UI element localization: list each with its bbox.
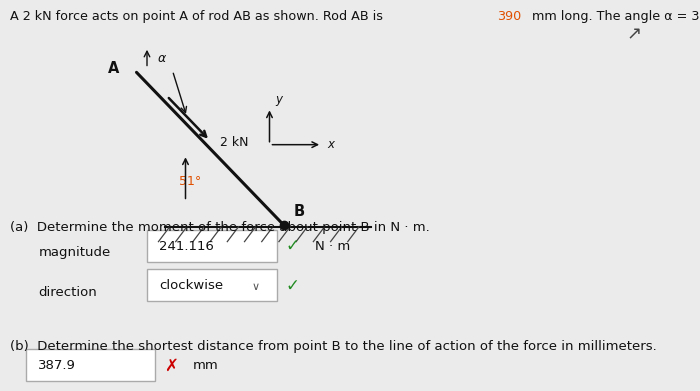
Text: direction: direction [38, 285, 97, 299]
Text: ✗: ✗ [164, 357, 178, 375]
Text: 51°: 51° [178, 175, 201, 188]
Text: mm: mm [193, 359, 218, 372]
Text: A 2 kN force acts on point A of rod AB as shown. Rod AB is: A 2 kN force acts on point A of rod AB a… [10, 10, 388, 23]
Text: magnitude: magnitude [38, 246, 111, 260]
Text: 390: 390 [497, 10, 522, 23]
Text: mm long. The angle α = 33°.: mm long. The angle α = 33°. [528, 10, 700, 23]
FancyBboxPatch shape [147, 269, 276, 301]
Text: 387.9: 387.9 [38, 359, 76, 372]
Text: y: y [275, 93, 282, 106]
Text: (a)  Determine the moment of the force about point B in N · m.: (a) Determine the moment of the force ab… [10, 221, 430, 234]
Text: 241.116: 241.116 [159, 240, 214, 253]
FancyBboxPatch shape [26, 349, 155, 381]
Text: clockwise: clockwise [159, 279, 223, 292]
Text: x: x [327, 138, 334, 151]
Text: ∨: ∨ [252, 282, 260, 292]
FancyBboxPatch shape [147, 230, 276, 262]
Text: ✓: ✓ [286, 276, 300, 294]
Text: (b)  Determine the shortest distance from point B to the line of action of the f: (b) Determine the shortest distance from… [10, 340, 657, 353]
Text: A: A [108, 61, 119, 76]
Text: ✓: ✓ [286, 237, 300, 255]
Text: N · m: N · m [315, 240, 350, 253]
Text: 2 kN: 2 kN [220, 136, 249, 149]
Text: B: B [294, 204, 305, 219]
Text: α: α [158, 52, 166, 65]
Text: ↗: ↗ [626, 25, 642, 43]
